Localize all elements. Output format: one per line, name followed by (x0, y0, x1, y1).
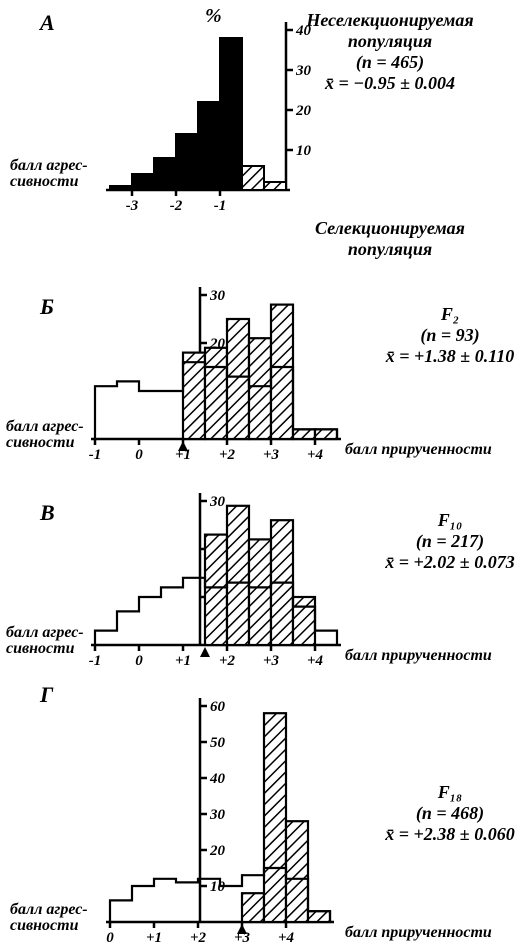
svg-text:0: 0 (135, 653, 143, 669)
svg-text:30: 30 (209, 807, 226, 823)
svg-text:10: 10 (296, 143, 312, 159)
panel-b: Б F₂ (n = 93) x̄ = +1.38 ± 0.110 балл аг… (0, 264, 532, 464)
svg-text:0: 0 (135, 447, 143, 463)
svg-text:-2: -2 (170, 198, 183, 214)
svg-text:+4: +4 (307, 653, 324, 669)
svg-text:+4: +4 (307, 447, 324, 463)
svg-text:0: 0 (106, 930, 114, 946)
svg-text:20: 20 (295, 103, 312, 119)
panel-a-plot: 10 20 30 40 -3 -2 -1 (0, 10, 532, 230)
svg-text:-1: -1 (89, 447, 102, 463)
svg-text:+3: +3 (263, 447, 280, 463)
svg-text:30: 30 (209, 288, 226, 304)
panel-d: Г F₁₈ (n = 468) x̄ = +2.38 ± 0.060 балл … (0, 672, 532, 947)
svg-text:20: 20 (209, 843, 226, 859)
panel-c: В F₁₀ (n = 217) x̄ = +2.02 ± 0.073 балл … (0, 470, 532, 670)
svg-text:-3: -3 (126, 198, 139, 214)
svg-text:-1: -1 (214, 198, 227, 214)
figure: { "global": { "bg": "#ffffff", "ink": "#… (0, 0, 532, 949)
panel-d-plot: 1020304050600+1+2+3+4 (0, 672, 532, 947)
svg-text:+2: +2 (190, 930, 207, 946)
svg-text:40: 40 (295, 23, 312, 39)
svg-text:50: 50 (210, 735, 226, 751)
svg-text:30: 30 (209, 494, 226, 510)
svg-text:+1: +1 (175, 653, 191, 669)
panel-b-plot: 102030-10+1+2+3+4 (0, 264, 532, 469)
svg-text:30: 30 (295, 63, 312, 79)
svg-text:-1: -1 (89, 653, 102, 669)
svg-text:+2: +2 (219, 447, 236, 463)
svg-text:40: 40 (209, 771, 226, 787)
title-selected: Селекционируемая популяция (260, 218, 520, 260)
svg-text:+4: +4 (278, 930, 295, 946)
svg-text:+2: +2 (219, 653, 236, 669)
panel-c-plot: 102030-10+1+2+3+4 (0, 470, 532, 675)
svg-text:60: 60 (210, 699, 226, 715)
svg-text:+1: +1 (146, 930, 162, 946)
svg-text:+3: +3 (263, 653, 280, 669)
panel-a: А % Неселекционируемая популяция (n = 46… (0, 10, 532, 230)
